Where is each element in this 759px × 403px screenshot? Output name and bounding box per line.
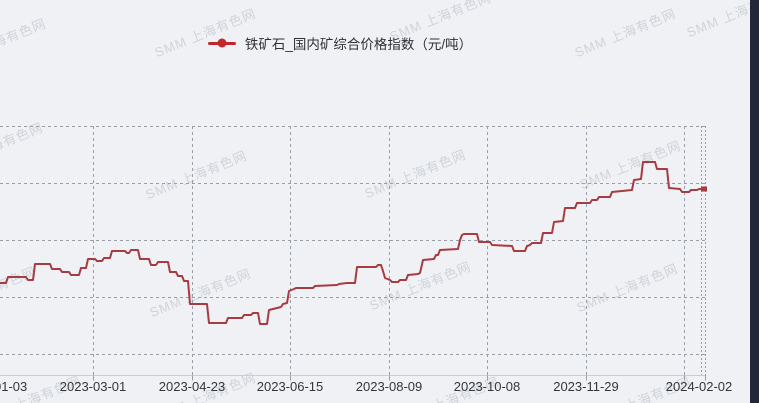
legend[interactable]: 铁矿石_国内矿综合价格指数（元/吨） <box>0 34 680 52</box>
legend-label: 铁矿石_国内矿综合价格指数（元/吨） <box>244 37 473 52</box>
x-axis-label: 2023-06-15 <box>256 379 324 394</box>
legend-line-dot-icon <box>207 38 236 48</box>
x-axis-label: 2023-11-29 <box>553 379 619 394</box>
x-axis-label: 2023-03-01 <box>59 379 127 394</box>
x-axis-label: 2023-04-23 <box>158 379 226 394</box>
x-axis-label: 2023-10-08 <box>453 379 521 394</box>
legend-dot-icon <box>217 38 227 48</box>
page-edge-dark-strip <box>750 0 759 403</box>
x-axis-label: 2024-02-02 <box>665 379 733 394</box>
price-line-series <box>0 161 706 325</box>
x-axis-label: 2023-01-03 <box>0 379 28 394</box>
x-axis-label: 2023-08-09 <box>355 379 423 394</box>
series-end-marker <box>701 186 707 192</box>
